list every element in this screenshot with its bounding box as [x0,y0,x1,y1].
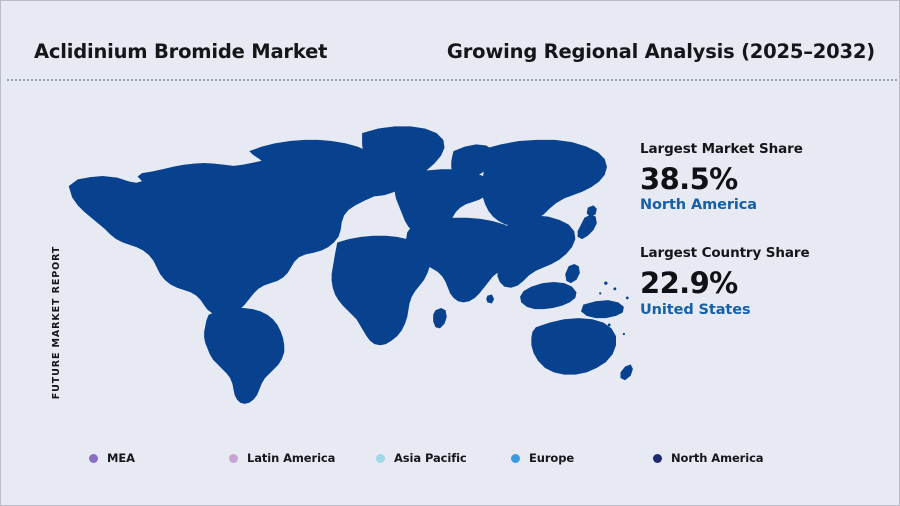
legend-swatch-mea [89,453,98,463]
stat-value: 38.5% [640,162,738,196]
legend-label: Asia Pacific [394,451,467,465]
map-legend: MEA Latin America Asia Pacific Europe No… [81,445,821,471]
stat-label: Largest Country Share [640,245,810,262]
legend-label: Europe [529,451,575,465]
legend-label: Latin America [247,451,336,465]
legend-item-north-america: North America [653,445,764,471]
legend-item-asia-pacific: Asia Pacific [376,445,467,471]
stat-region: United States [640,301,751,318]
stat-largest-market-share: Largest Market Share 38.5% North America [640,141,890,213]
legend-label: North America [671,451,764,465]
legend-swatch-europe [511,453,520,463]
world-map [63,97,633,409]
stat-region: North America [640,197,757,214]
world-map-icon [68,126,633,404]
legend-item-latin-america: Latin America [229,445,335,471]
stats-panel: Largest Market Share 38.5% North America… [640,141,890,318]
header-divider [7,79,897,81]
stat-label: Largest Market Share [640,141,803,157]
legend-label: MEA [107,451,135,465]
legend-item-europe: Europe [511,445,574,471]
header-subtitle: Growing Regional Analysis (2025–2032) [446,40,875,63]
header: Aclidinium Bromide Market Growing Region… [1,1,899,81]
legend-swatch-latin-america [229,453,238,463]
legend-swatch-asia-pacific [376,453,385,463]
legend-item-mea: MEA [89,445,135,471]
stat-largest-country-share: Largest Country Share 22.9% United State… [640,245,890,317]
page-title: Aclidinium Bromide Market [34,40,328,63]
legend-swatch-north-america [653,453,662,463]
stat-value: 22.9% [640,266,738,301]
brand-side-label: FUTURE MARKET REPORT [51,245,62,400]
